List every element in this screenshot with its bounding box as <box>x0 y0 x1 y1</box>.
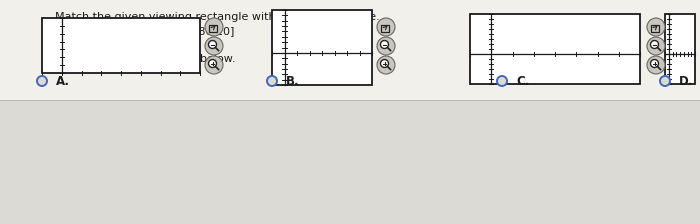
Bar <box>470 14 640 84</box>
Text: B.: B. <box>286 75 300 88</box>
Circle shape <box>377 18 395 36</box>
Circle shape <box>650 60 659 67</box>
Circle shape <box>647 37 665 55</box>
Text: C.: C. <box>516 75 529 88</box>
Text: Match the given viewing rectangle with the correct figure.: Match the given viewing rectangle with t… <box>55 12 379 22</box>
Circle shape <box>647 56 665 74</box>
Bar <box>42 18 200 73</box>
Circle shape <box>377 56 395 74</box>
Bar <box>651 24 659 32</box>
Text: D.: D. <box>679 75 694 88</box>
Bar <box>381 24 388 32</box>
Circle shape <box>267 76 277 86</box>
Circle shape <box>650 41 659 49</box>
Bar <box>665 14 695 84</box>
Circle shape <box>209 41 216 49</box>
Circle shape <box>660 76 670 86</box>
Bar <box>470 14 640 84</box>
Circle shape <box>647 18 665 36</box>
Circle shape <box>497 76 507 86</box>
Bar <box>209 24 216 32</box>
Circle shape <box>205 18 223 36</box>
Bar <box>0 0 700 100</box>
Circle shape <box>377 37 395 55</box>
Bar <box>272 10 372 85</box>
Bar <box>42 18 200 73</box>
Circle shape <box>209 60 216 67</box>
Text: Choose the correct figure below.: Choose the correct figure below. <box>55 54 235 64</box>
Circle shape <box>205 56 223 74</box>
Circle shape <box>37 76 47 86</box>
Circle shape <box>205 37 223 55</box>
Text: [− 10,70,10] by [− 60,80,10]: [− 10,70,10] by [− 60,80,10] <box>72 27 235 37</box>
Text: A.: A. <box>56 75 70 88</box>
Circle shape <box>381 41 388 49</box>
Circle shape <box>381 60 388 67</box>
Bar <box>665 14 695 84</box>
Bar <box>272 10 372 85</box>
